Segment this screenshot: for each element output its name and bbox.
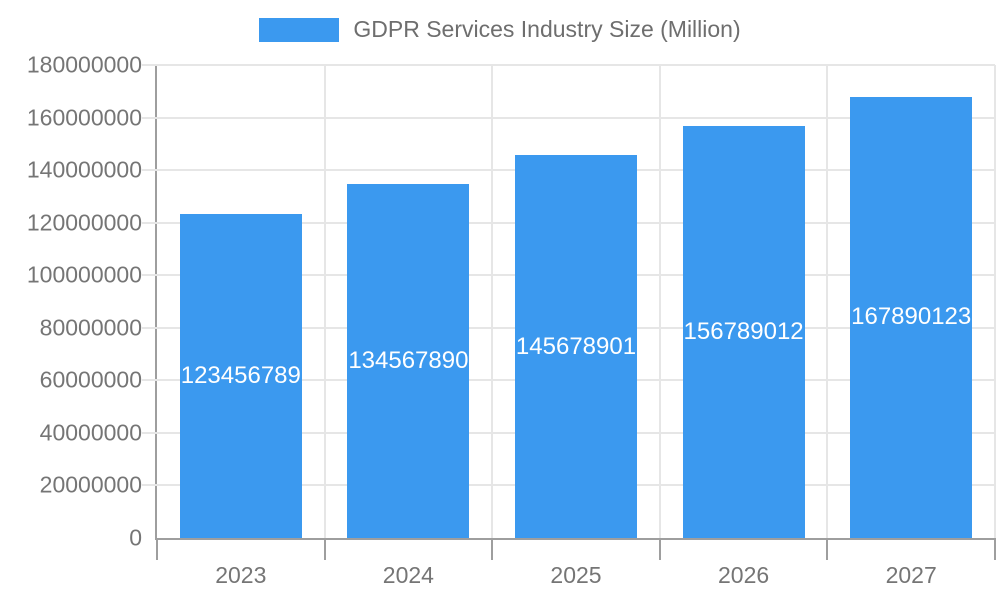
x-gridline <box>994 65 996 538</box>
x-axis-category-label: 2024 <box>382 562 434 588</box>
bar-value-label: 156789012 <box>683 318 804 345</box>
x-axis-tick <box>994 538 996 560</box>
x-axis-category-label: 2023 <box>215 562 267 588</box>
y-gridline <box>142 64 995 66</box>
y-axis-tick-label: 120000000 <box>26 209 142 236</box>
y-axis-tick-label: 80000000 <box>39 314 142 341</box>
x-axis-tick <box>156 538 158 560</box>
x-gridline <box>323 65 326 538</box>
plot-area: 0 20000000 40000000 60000000 80000000 1000000… <box>27 52 996 588</box>
x-gridline <box>826 65 829 538</box>
bar-2025[interactable]: 145678901 <box>515 155 637 538</box>
x-axis-category-label: 2026 <box>718 562 770 588</box>
bar-value-label: 145678901 <box>515 332 637 360</box>
x-axis-category-label: 2027 <box>885 562 937 588</box>
legend-label: GDPR Services Industry Size (Million) <box>353 16 741 42</box>
y-axis-tick-label: 100000000 <box>26 261 142 288</box>
bar-value-label: 123456789 <box>180 361 301 389</box>
x-gridline <box>658 65 661 538</box>
legend-swatch-icon <box>259 17 340 42</box>
x-axis-tick <box>491 538 494 560</box>
y-gridline <box>142 116 995 119</box>
bar-value-label: 134567890 <box>348 347 469 375</box>
x-axis-category-label: 2025 <box>550 562 602 588</box>
bar-value-label: 167890123 <box>851 303 972 331</box>
bar-2024[interactable]: 134567890 <box>347 184 470 538</box>
x-gridline <box>491 65 494 538</box>
y-axis-tick-label: 60000000 <box>39 366 142 393</box>
bar-2027[interactable]: 167890123 <box>850 96 973 538</box>
y-axis-tick-label: 160000000 <box>26 104 142 131</box>
bar-2023[interactable]: 123456789 <box>179 213 302 538</box>
x-axis-tick <box>658 538 661 560</box>
x-axis-tick <box>826 538 829 560</box>
y-axis-tick-label: 180000000 <box>26 51 142 78</box>
y-axis-tick-label: 40000000 <box>39 419 142 446</box>
y-axis-tick-label: 0 <box>129 524 142 551</box>
x-axis-tick <box>323 538 326 560</box>
chart-legend[interactable]: GDPR Services Industry Size (Million) <box>0 16 1000 43</box>
y-axis-tick-label: 140000000 <box>26 156 142 183</box>
y-axis-tick-label: 20000000 <box>39 471 142 498</box>
bar-2026[interactable]: 156789012 <box>682 126 805 538</box>
